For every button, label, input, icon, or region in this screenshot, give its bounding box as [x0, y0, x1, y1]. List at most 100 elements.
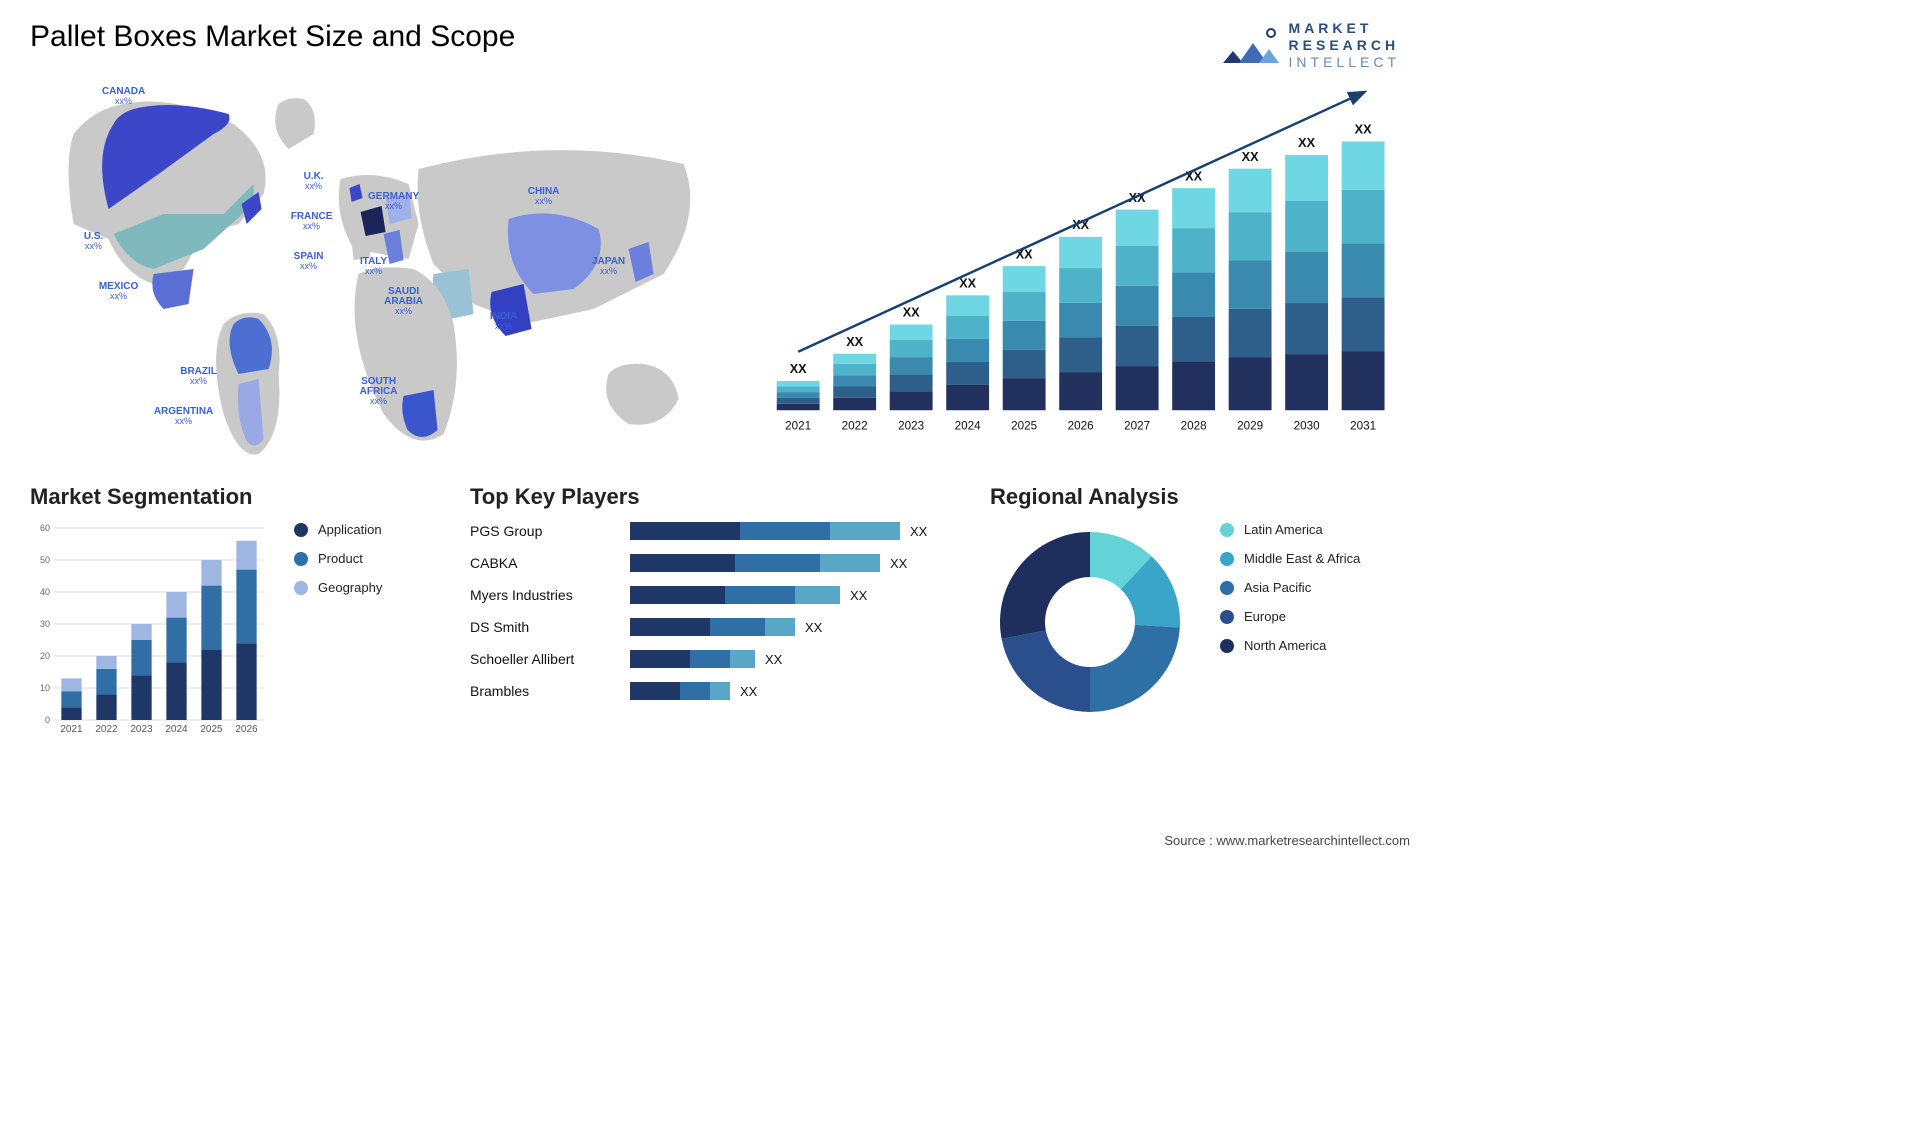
player-value: XX	[890, 556, 907, 571]
brand-logo: MARKET RESEARCH INTELLECT	[1221, 20, 1400, 70]
growth-chart-panel: XX2021XX2022XX2023XX2024XX2025XX2026XX20…	[767, 74, 1410, 464]
legend-swatch	[294, 523, 308, 537]
player-bar-segment	[795, 586, 840, 604]
legend-item: Geography	[294, 580, 382, 595]
player-value: XX	[765, 652, 782, 667]
segmentation-title: Market Segmentation	[30, 484, 430, 510]
regional-legend: Latin America Middle East & Africa Asia Pa…	[1220, 522, 1360, 653]
legend-swatch	[1220, 639, 1234, 653]
player-bar-segment	[765, 618, 795, 636]
player-name: CABKA	[470, 555, 620, 571]
svg-text:40: 40	[40, 587, 50, 597]
key-players-panel: Top Key Players PGS Group XX CABKA XX Myers …	[470, 484, 950, 742]
world-map: CANADAxx%U.S.xx%MEXICOxx%BRAZILxx%ARGENT…	[30, 74, 737, 464]
svg-text:2028: 2028	[1181, 420, 1207, 433]
svg-text:2024: 2024	[955, 420, 981, 433]
player-bar-segment	[735, 554, 820, 572]
svg-text:XX: XX	[790, 362, 807, 376]
svg-text:2025: 2025	[200, 724, 223, 735]
svg-text:SPAINxx%: SPAINxx%	[294, 251, 324, 271]
player-bar-segment	[630, 522, 740, 540]
world-map-panel: CANADAxx%U.S.xx%MEXICOxx%BRAZILxx%ARGENT…	[30, 74, 737, 464]
player-bar-segment	[690, 650, 730, 668]
player-bar-segment	[630, 618, 710, 636]
svg-text:XX: XX	[1298, 136, 1315, 150]
regional-panel: Regional Analysis Latin America Middle Ea…	[990, 484, 1410, 742]
svg-text:2023: 2023	[898, 420, 924, 433]
player-name: DS Smith	[470, 619, 620, 635]
key-players-title: Top Key Players	[470, 484, 950, 510]
player-bar-segment	[630, 682, 680, 700]
player-bar	[630, 682, 730, 700]
legend-label: Latin America	[1244, 522, 1323, 537]
svg-text:2030: 2030	[1294, 420, 1320, 433]
legend-label: Geography	[318, 580, 382, 595]
svg-text:XX: XX	[903, 306, 920, 320]
segmentation-chart: 0102030405060202120222023202420252026	[30, 522, 270, 742]
player-bar-wrap: XX	[630, 618, 950, 636]
svg-text:2026: 2026	[1068, 420, 1094, 433]
svg-text:2031: 2031	[1350, 420, 1376, 433]
legend-item: Asia Pacific	[1220, 580, 1360, 595]
legend-label: Application	[318, 522, 382, 537]
source-attribution: Source : www.marketresearchintellect.com	[1164, 833, 1410, 848]
svg-text:U.S.xx%: U.S.xx%	[84, 231, 104, 251]
svg-text:XX: XX	[1242, 150, 1259, 164]
player-value: XX	[910, 524, 927, 539]
regional-title: Regional Analysis	[990, 484, 1410, 510]
player-value: XX	[805, 620, 822, 635]
player-value: XX	[740, 684, 757, 699]
player-name: Brambles	[470, 683, 620, 699]
player-bar	[630, 522, 900, 540]
player-name: Schoeller Allibert	[470, 651, 620, 667]
growth-chart: XX2021XX2022XX2023XX2024XX2025XX2026XX20…	[767, 74, 1410, 464]
player-value: XX	[850, 588, 867, 603]
svg-text:2021: 2021	[60, 724, 83, 735]
legend-label: Product	[318, 551, 363, 566]
legend-item: Product	[294, 551, 382, 566]
svg-text:XX: XX	[1016, 247, 1033, 261]
player-name: Myers Industries	[470, 587, 620, 603]
svg-text:2027: 2027	[1124, 420, 1150, 433]
player-bar-segment	[710, 682, 730, 700]
player-bar-segment	[725, 586, 795, 604]
legend-item: Middle East & Africa	[1220, 551, 1360, 566]
player-bar	[630, 554, 880, 572]
player-bar	[630, 586, 840, 604]
player-bar-segment	[630, 554, 735, 572]
svg-text:XX: XX	[846, 335, 863, 349]
legend-swatch	[294, 552, 308, 566]
player-bar-wrap: XX	[630, 522, 950, 540]
svg-text:2023: 2023	[130, 724, 153, 735]
player-bar	[630, 650, 755, 668]
svg-text:2029: 2029	[1237, 420, 1263, 433]
svg-text:U.K.xx%: U.K.xx%	[304, 171, 324, 191]
svg-text:XX: XX	[1355, 123, 1372, 137]
player-bar-wrap: XX	[630, 650, 950, 668]
legend-item: Europe	[1220, 609, 1360, 624]
legend-swatch	[1220, 581, 1234, 595]
player-bar-segment	[820, 554, 880, 572]
legend-item: Application	[294, 522, 382, 537]
player-name: PGS Group	[470, 523, 620, 539]
player-bar-segment	[680, 682, 710, 700]
legend-swatch	[294, 581, 308, 595]
svg-text:XX: XX	[959, 277, 976, 291]
segmentation-panel: Market Segmentation 01020304050602021202…	[30, 484, 430, 742]
regional-donut-chart	[990, 522, 1190, 722]
legend-item: North America	[1220, 638, 1360, 653]
logo-text: MARKET RESEARCH INTELLECT	[1289, 20, 1400, 70]
legend-label: Middle East & Africa	[1244, 551, 1360, 566]
svg-text:2021: 2021	[785, 420, 811, 433]
svg-text:ARGENTINAxx%: ARGENTINAxx%	[154, 406, 213, 426]
svg-text:2024: 2024	[165, 724, 188, 735]
player-bar-segment	[710, 618, 765, 636]
svg-text:50: 50	[40, 555, 50, 565]
svg-text:2022: 2022	[95, 724, 118, 735]
svg-text:30: 30	[40, 619, 50, 629]
player-bar-wrap: XX	[630, 554, 950, 572]
player-bar-segment	[630, 650, 690, 668]
svg-text:10: 10	[40, 683, 50, 693]
segmentation-legend: Application Product Geography	[294, 522, 382, 595]
players-list: PGS Group XX CABKA XX Myers Industries XX DS S…	[470, 522, 950, 700]
